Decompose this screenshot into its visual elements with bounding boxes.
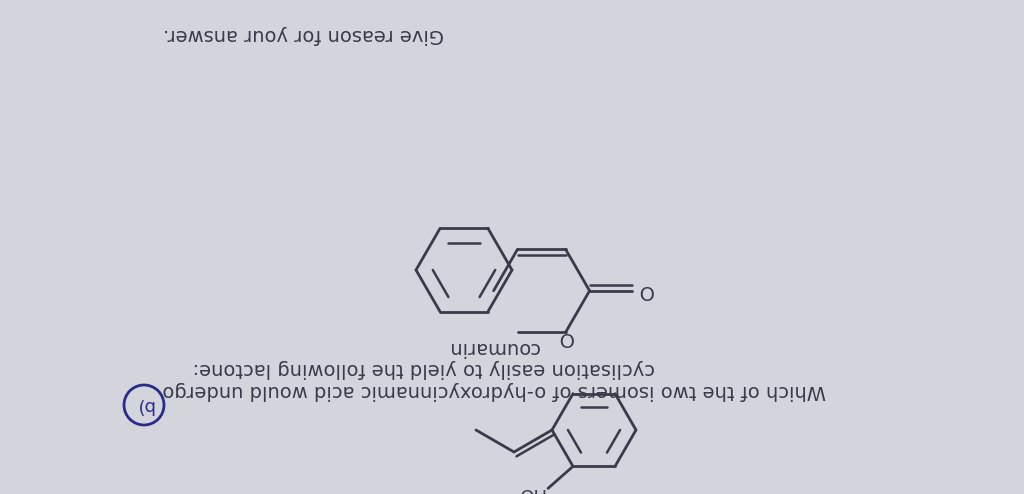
Text: HO: HO xyxy=(516,485,544,494)
Text: cyclisation easily to yield the following lactone:: cyclisation easily to yield the followin… xyxy=(193,359,655,377)
Text: O: O xyxy=(638,281,653,300)
Text: b): b) xyxy=(135,396,154,414)
Text: Which of the two isomers of o-hydroxycinnamic acid would undergo: Which of the two isomers of o-hydroxycin… xyxy=(162,380,825,400)
Text: O: O xyxy=(558,328,573,347)
Text: Give reason for your answer.: Give reason for your answer. xyxy=(164,26,444,44)
Text: coumarin: coumarin xyxy=(446,338,539,358)
